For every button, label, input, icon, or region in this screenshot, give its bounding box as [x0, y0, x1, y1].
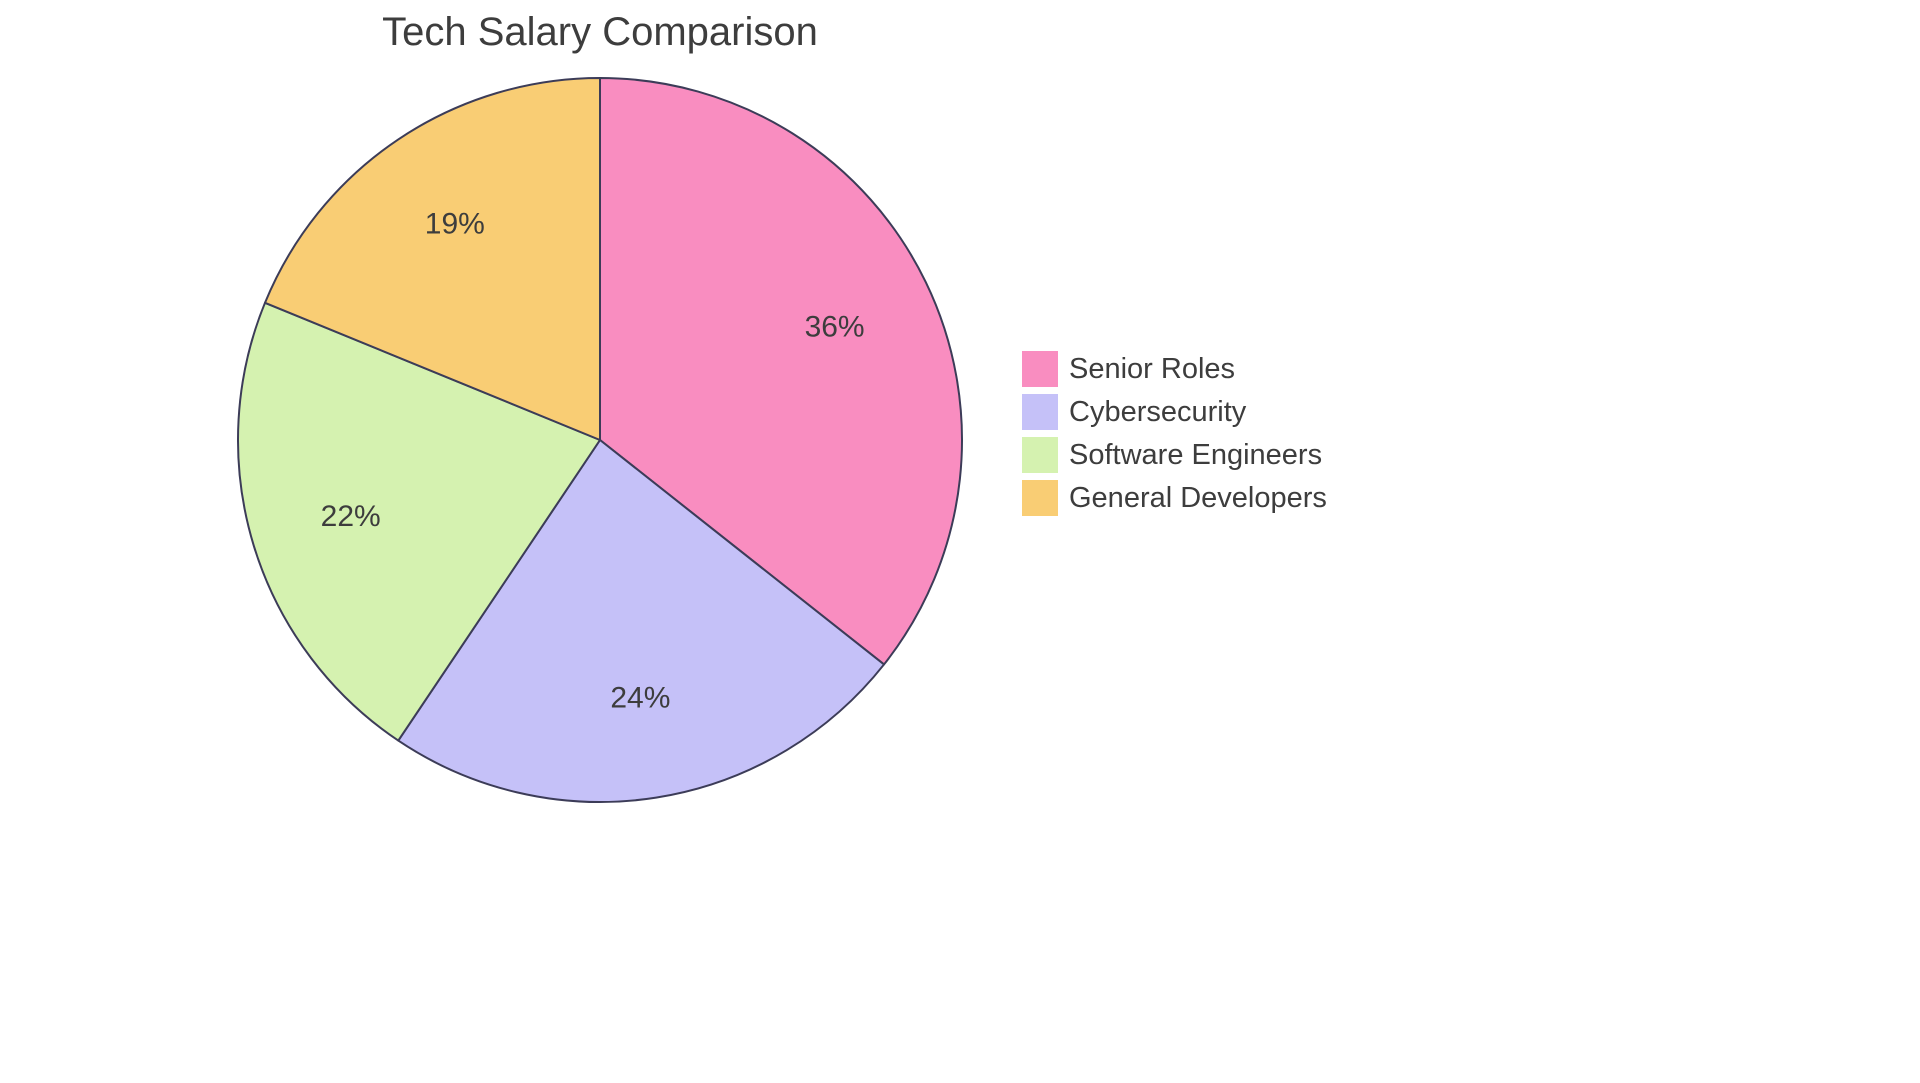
legend-swatch	[1022, 437, 1058, 473]
pie-slice-cybersecurity	[397, 439, 886, 803]
legend-swatch	[1022, 480, 1058, 516]
pie-slice-general-developers	[264, 77, 601, 441]
legend-item-cybersecurity: Cybersecurity	[1022, 394, 1327, 430]
legend: Senior Roles Cybersecurity Software Engine…	[1022, 351, 1327, 516]
pie-slice-software-engineers	[237, 301, 601, 742]
legend-item-software-engineers: Software Engineers	[1022, 437, 1327, 473]
legend-label: Cybersecurity	[1069, 395, 1247, 428]
chart-title: Tech Salary Comparison	[382, 10, 818, 54]
pie-slice-label: 24%	[610, 682, 670, 715]
pie-slice-label: 36%	[805, 310, 865, 343]
pie-slice-label: 22%	[321, 500, 381, 533]
legend-item-senior-roles: Senior Roles	[1022, 351, 1327, 387]
legend-item-general-developers: General Developers	[1022, 480, 1327, 516]
pie-slice-senior-roles	[599, 77, 963, 666]
legend-swatch	[1022, 394, 1058, 430]
legend-label: Software Engineers	[1069, 438, 1323, 471]
legend-label: Senior Roles	[1069, 352, 1236, 385]
legend-label: General Developers	[1069, 481, 1327, 514]
legend-swatch	[1022, 351, 1058, 387]
pie-slice-label: 19%	[425, 208, 485, 241]
